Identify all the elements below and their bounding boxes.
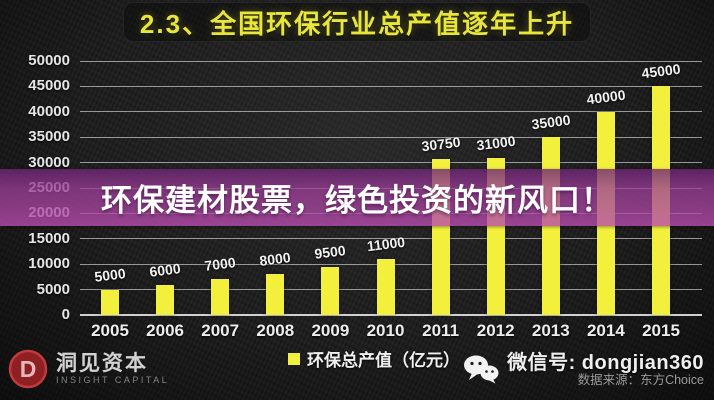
y-tick-label: 50000 — [28, 52, 70, 69]
x-axis-line — [80, 314, 702, 316]
x-tick-label: 2009 — [311, 321, 350, 340]
wechat-block: 微信号: dongjian360 数据来源：东方Choice — [463, 351, 704, 387]
y-tick-label: 45000 — [28, 77, 70, 95]
y-tick-label: 15000 — [28, 229, 70, 247]
bar-value-label: 11000 — [365, 233, 406, 255]
x-tick-label: 2006 — [146, 321, 184, 340]
brand-subtitle: INSIGHT CAPITAL — [56, 374, 170, 385]
bar-2008 — [266, 274, 285, 315]
bar-value-label: 35000 — [530, 111, 572, 133]
wechat-icon — [464, 355, 499, 384]
chart-legend: 环保总产值（亿元） — [0, 346, 714, 371]
bar-2009 — [321, 266, 340, 315]
chart-title: 2.3、全国环保行业总产值逐年上升 — [139, 8, 575, 39]
y-tick-label: 35000 — [28, 128, 70, 146]
x-tick-label: 2005 — [91, 321, 129, 340]
brand-block: D 洞见资本 INSIGHT CAPITAL — [8, 349, 169, 389]
gridline — [80, 162, 702, 164]
bar-2006 — [156, 284, 175, 315]
bar-value-label: 45000 — [640, 61, 682, 82]
gridline — [80, 85, 702, 87]
y-tick-label: 5000 — [36, 280, 70, 298]
gridline — [80, 238, 702, 240]
headline-text: 环保建材股票，绿色投资的新风口！ — [101, 183, 613, 218]
x-tick-label: 2014 — [586, 321, 625, 340]
gridline — [80, 111, 702, 113]
bar-2013 — [541, 137, 560, 315]
brand-name: 洞见资本 — [56, 351, 148, 375]
y-tick-label: 10000 — [28, 255, 70, 273]
x-tick-label: 2012 — [476, 321, 515, 340]
brand-text: 洞见资本 INSIGHT CAPITAL — [56, 351, 170, 386]
chart-title-panel: 2.3、全国环保行业总产值逐年上升 — [123, 2, 591, 42]
legend-swatch-yellow — [288, 352, 300, 365]
x-tick-label: 2008 — [256, 321, 295, 340]
x-tick-label: 2013 — [531, 321, 570, 340]
bar-value-label: 40000 — [585, 86, 627, 108]
gridline — [80, 136, 702, 138]
wechat-text: 微信号: dongjian360 数据来源：东方Choice — [507, 351, 704, 387]
svg-text:D: D — [20, 356, 37, 382]
legend-label: 环保总产值（亿元） — [307, 351, 460, 370]
x-tick-label: 2011 — [422, 321, 460, 340]
data-source-label: 数据来源：东方Choice — [577, 373, 704, 387]
bar-2010 — [376, 259, 395, 315]
y-tick-label: 40000 — [28, 102, 70, 120]
bar-2005 — [101, 289, 119, 315]
x-tick-label: 2010 — [366, 321, 405, 340]
gridline — [80, 60, 702, 62]
insight-capital-logo-icon: D — [8, 349, 48, 389]
headline-banner: 环保建材股票，绿色投资的新风口！ — [0, 169, 714, 226]
y-tick-label: 0 — [61, 306, 70, 323]
wechat-id-label: 微信号: dongjian360 — [507, 352, 704, 374]
y-tick-label: 30000 — [28, 153, 70, 171]
x-tick-label: 2015 — [642, 321, 680, 340]
bar-2007 — [211, 279, 230, 315]
x-tick-label: 2007 — [201, 321, 240, 340]
